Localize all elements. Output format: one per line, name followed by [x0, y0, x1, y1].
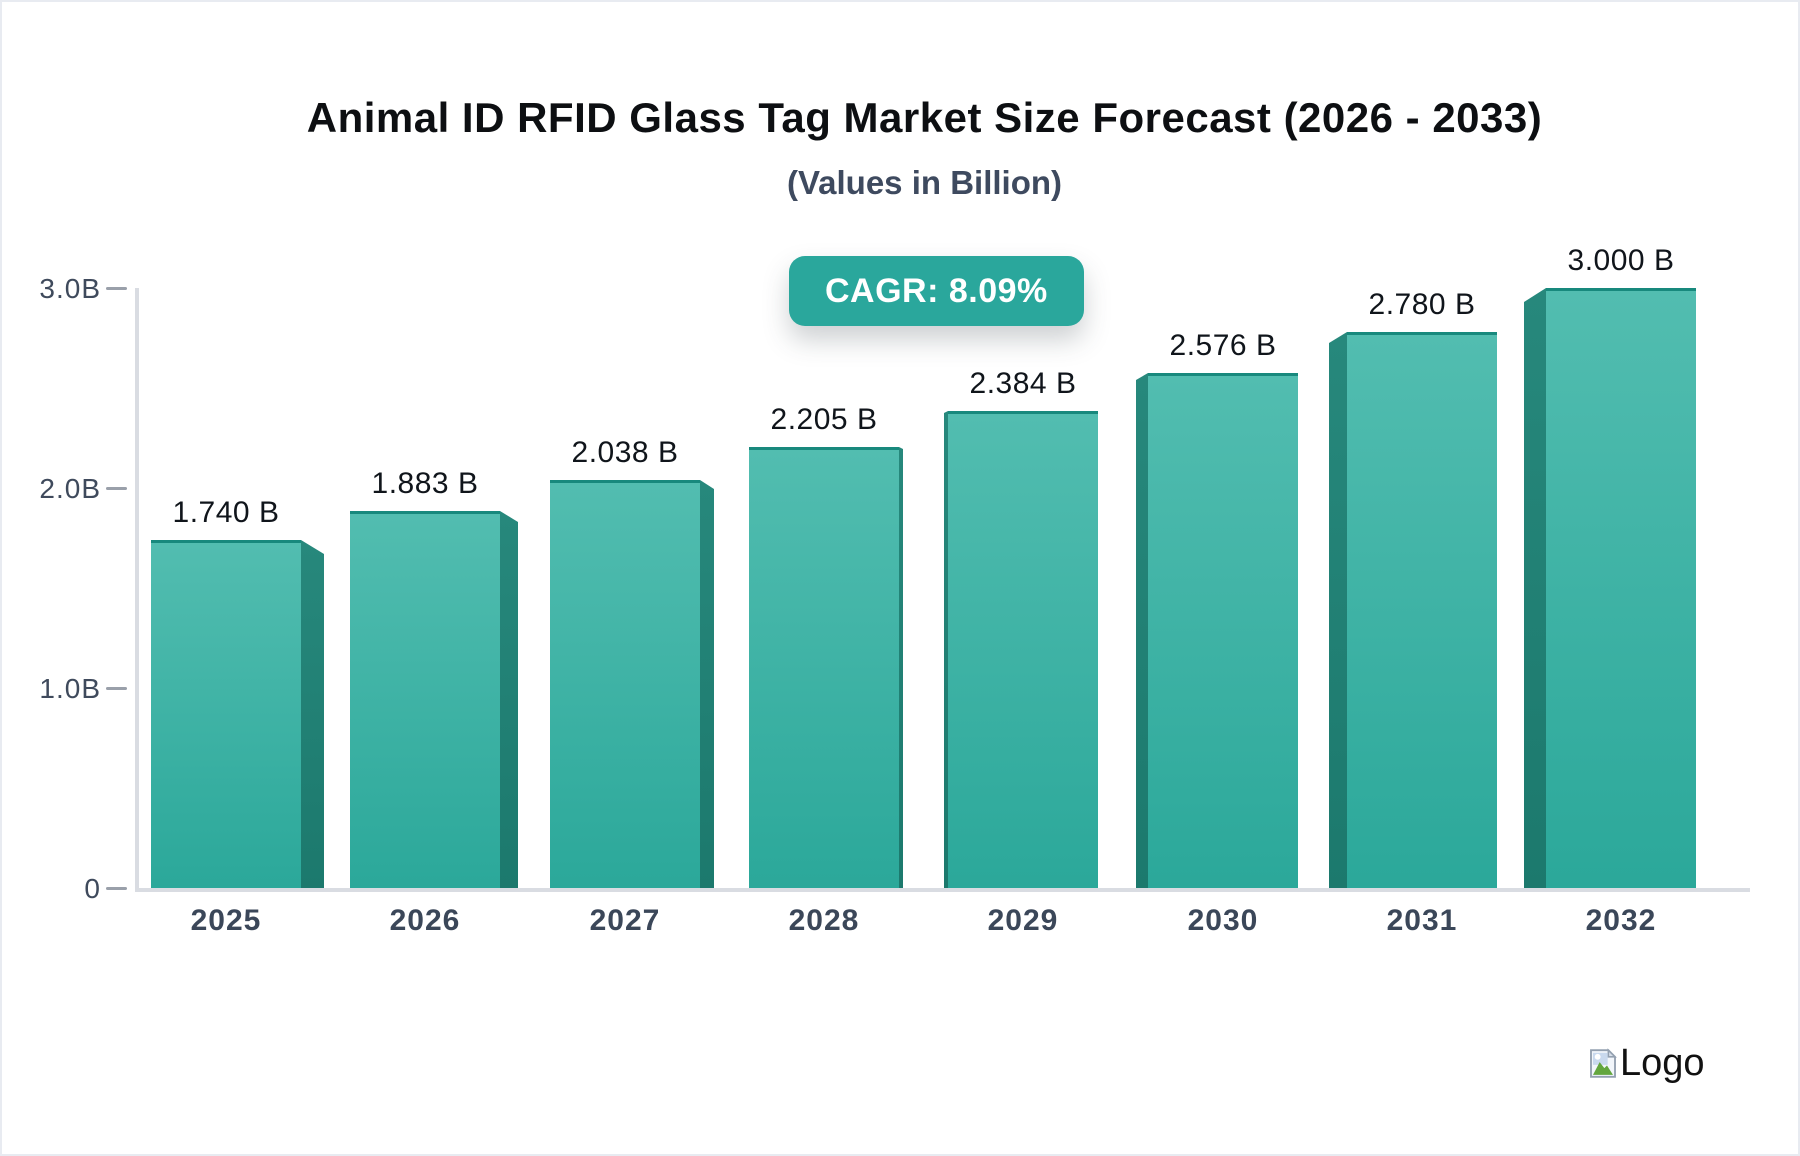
y-tick-mark [106, 687, 127, 690]
x-axis-label-2032: 2032 [1585, 904, 1657, 937]
x-axis-label-2028: 2028 [788, 904, 860, 937]
bar-3d-side [944, 411, 948, 888]
bar-value-label-2026: 1.883 B [371, 467, 479, 500]
bar-3d-side [899, 447, 903, 888]
bar-3d-side [1136, 373, 1148, 888]
y-tick-label-2.0B: 2.0B [39, 473, 101, 504]
bar-2032 [1546, 288, 1696, 888]
x-axis-label-2025: 2025 [190, 904, 262, 937]
broken-image-icon [1587, 1047, 1619, 1080]
x-axis-label-2030: 2030 [1187, 904, 1259, 937]
bar-2028 [749, 447, 899, 888]
bar-3d-side [700, 480, 714, 888]
x-axis-label-2026: 2026 [389, 904, 461, 937]
cagr-badge: CAGR: 8.09% [789, 256, 1084, 326]
bar-value-label-2025: 1.740 B [172, 496, 280, 529]
bar-2030 [1148, 373, 1298, 888]
y-tick-mark [106, 887, 127, 890]
cagr-badge-label: CAGR: 8.09% [825, 271, 1048, 310]
bar-2031 [1347, 332, 1497, 888]
bar-value-label-2028: 2.205 B [770, 403, 878, 436]
bar-2026 [350, 511, 500, 888]
x-axis-label-2027: 2027 [589, 904, 661, 937]
x-axis-label-2031: 2031 [1386, 904, 1458, 937]
bar-value-label-2030: 2.576 B [1169, 329, 1277, 362]
y-tick-mark [106, 287, 127, 290]
y-tick-mark [106, 487, 127, 490]
bar-value-label-2032: 3.000 B [1567, 244, 1675, 277]
chart-subtitle: (Values in Billion) [786, 164, 1063, 201]
bar-value-label-2031: 2.780 B [1368, 288, 1476, 321]
logo-footer: Logo [1587, 1042, 1705, 1084]
x-axis-label-2029: 2029 [987, 904, 1059, 937]
y-axis-line [135, 288, 139, 892]
bar-value-label-2027: 2.038 B [571, 436, 679, 469]
bar-3d-side [1329, 332, 1347, 888]
bar-3d-side [301, 540, 324, 888]
bar-2029 [948, 411, 1098, 888]
chart-title: Animal ID RFID Glass Tag Market Size For… [306, 94, 1543, 141]
bar-2025 [151, 540, 301, 888]
y-tick-label-3.0B: 3.0B [39, 273, 101, 304]
x-axis-line [135, 888, 1750, 892]
bar-3d-side [1524, 288, 1546, 888]
bar-2027 [550, 480, 700, 888]
bar-3d-side [500, 511, 518, 888]
bar-value-label-2029: 2.384 B [969, 367, 1077, 400]
logo-text: Logo [1620, 1041, 1705, 1084]
y-tick-label-0: 0 [84, 873, 101, 904]
y-tick-label-1.0B: 1.0B [39, 673, 101, 704]
